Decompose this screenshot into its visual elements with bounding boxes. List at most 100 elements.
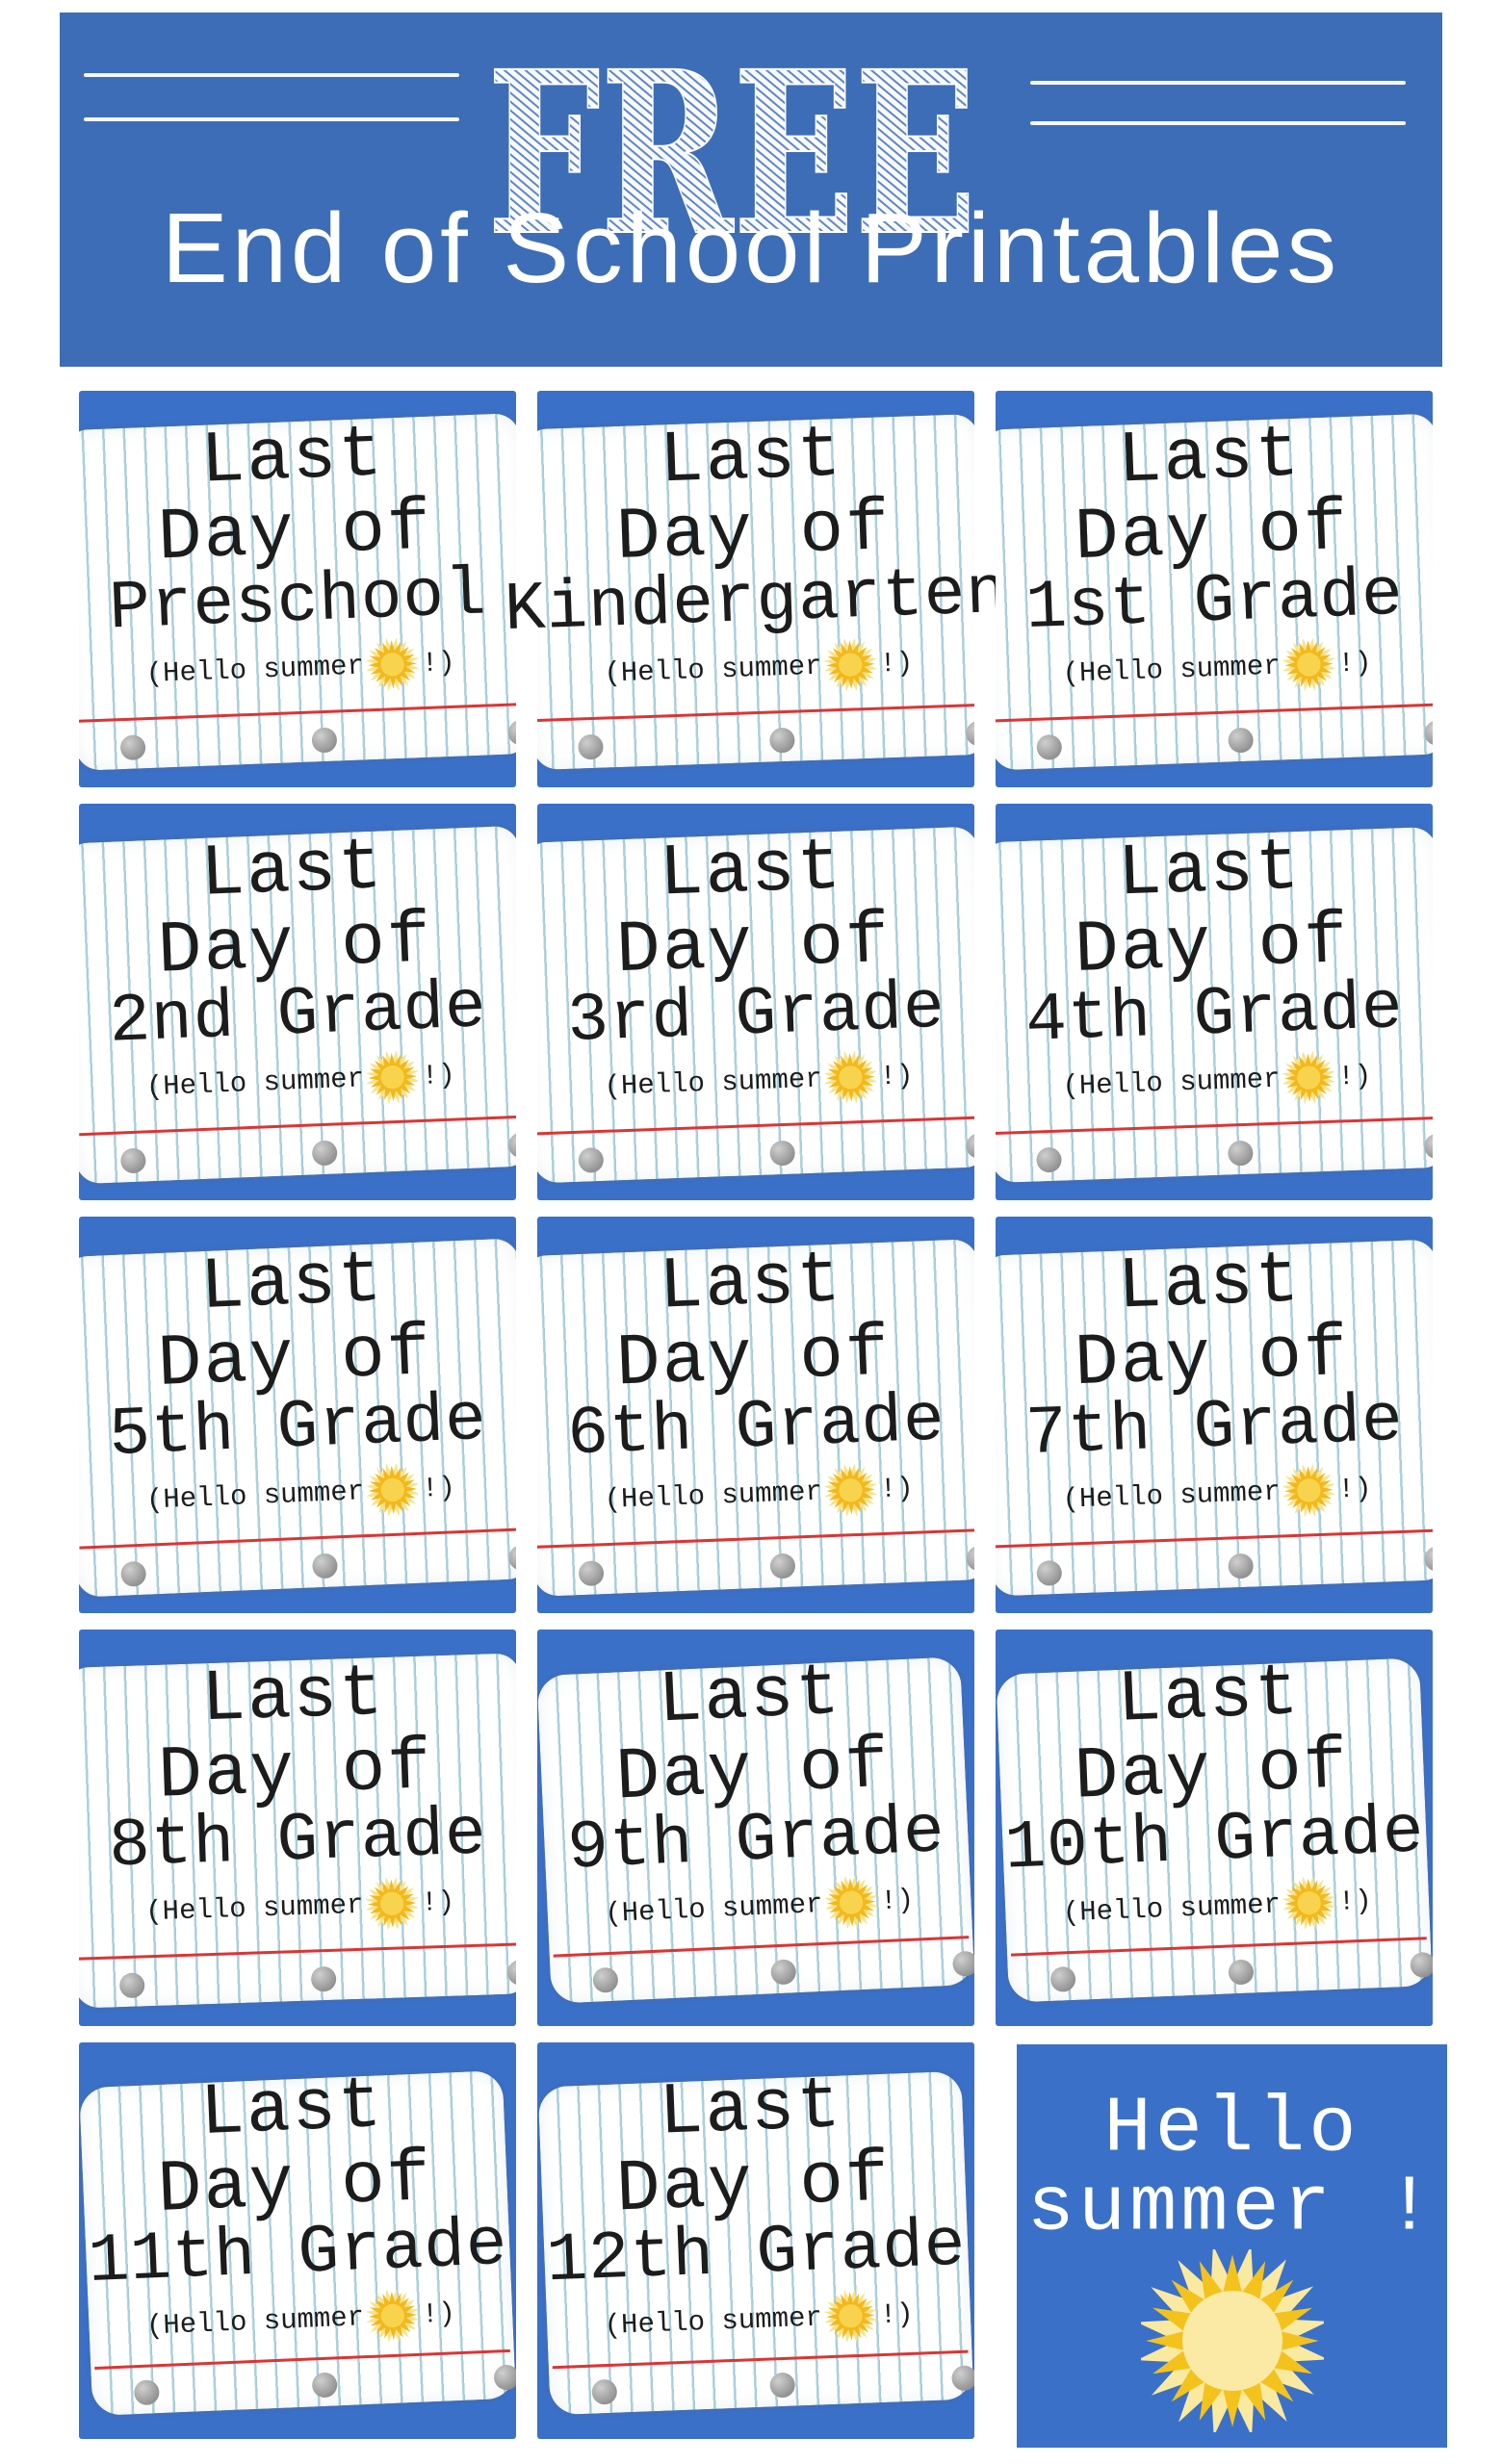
printable-card-12th-grade[interactable]: Last Day of 12th Grade (Hello summer !) <box>537 2042 974 2439</box>
notebook-paper <box>79 413 516 771</box>
punch-hole <box>119 734 146 761</box>
punch-hole <box>1228 1553 1255 1579</box>
notebook-paper <box>537 826 974 1184</box>
printable-card-5th-grade[interactable]: Last Day of 5th Grade (Hello summer !) <box>79 1217 516 1613</box>
punch-hole <box>966 1545 974 1572</box>
card-background <box>537 1217 974 1613</box>
punch-hole <box>578 1146 605 1173</box>
notebook-paper <box>996 413 1433 771</box>
decor-line-right-bottom <box>1030 121 1406 125</box>
punch-hole <box>507 719 516 746</box>
printable-card-3rd-grade[interactable]: Last Day of 3rd Grade (Hello summer !) <box>537 804 974 1200</box>
printable-card-6th-grade[interactable]: Last Day of 6th Grade (Hello summer !) <box>537 1217 974 1613</box>
card-background <box>996 804 1433 1200</box>
printable-card-preschool[interactable]: Last Day of Preschool (Hello summer !) <box>79 391 516 787</box>
margin-line <box>79 1115 516 1137</box>
punch-hole <box>311 2372 338 2399</box>
punch-hole <box>1424 1546 1433 1573</box>
margin-line <box>553 2349 969 2370</box>
notebook-paper <box>996 1239 1433 1597</box>
punch-hole <box>769 1140 796 1167</box>
printable-card-hello-summer[interactable]: Hello summer ! <box>996 2042 1447 2448</box>
notebook-paper <box>79 2069 516 2417</box>
punch-hole <box>1228 1140 1255 1167</box>
margin-line <box>996 703 1433 723</box>
punch-hole <box>1036 1146 1063 1173</box>
punch-hole <box>769 1553 796 1579</box>
notebook-paper <box>537 1656 974 2004</box>
printable-card-7th-grade[interactable]: Last Day of 7th Grade (Hello summer !) <box>996 1217 1433 1613</box>
punch-hole <box>591 2378 618 2405</box>
punch-hole <box>507 1132 516 1159</box>
decor-line-left-bottom <box>84 117 459 121</box>
punch-hole <box>120 1147 147 1174</box>
notebook-paper <box>537 1239 974 1597</box>
punch-hole <box>1228 727 1255 754</box>
printable-card-10th-grade[interactable]: Last Day of 10th Grade (Hello summer !) <box>996 1630 1433 2026</box>
margin-line <box>79 1942 516 1961</box>
punch-hole <box>133 2379 160 2406</box>
free-text: FREE <box>487 22 976 263</box>
margin-line <box>79 1527 516 1550</box>
card-background <box>537 1630 974 2026</box>
margin-line <box>537 1116 974 1136</box>
punch-hole <box>508 1544 516 1571</box>
notebook-paper <box>996 1657 1433 2003</box>
punch-hole <box>312 1140 339 1167</box>
punch-hole <box>1049 1965 1076 1992</box>
notebook-paper <box>537 2070 974 2416</box>
card-background <box>537 391 974 787</box>
punch-hole <box>1410 1951 1433 1978</box>
notebook-paper <box>996 826 1433 1184</box>
sun-icon <box>1140 2248 1324 2432</box>
printable-card-11th-grade[interactable]: Last Day of 11th Grade (Hello summer !) <box>79 2042 516 2439</box>
punch-hole <box>1036 1559 1063 1586</box>
punch-hole <box>1424 1133 1433 1160</box>
printable-card-9th-grade[interactable]: Last Day of 9th Grade (Hello summer !) <box>537 1630 974 2026</box>
punch-hole <box>966 720 974 747</box>
notebook-paper <box>537 413 974 771</box>
hello-summer-card: Hello summer ! <box>1017 2044 1447 2448</box>
punch-hole <box>592 1966 619 1993</box>
punch-hole <box>120 1560 147 1587</box>
card-background <box>79 804 516 1200</box>
punch-hole <box>951 1950 974 1977</box>
margin-line <box>996 1528 1433 1549</box>
hello-summer-line2: summer ! <box>1026 2163 1437 2253</box>
printable-card-8th-grade[interactable]: Last Day of 8th Grade (Hello summer !) <box>79 1630 516 2026</box>
card-background <box>79 2042 516 2439</box>
margin-line <box>554 1935 969 1958</box>
card-background <box>537 2042 974 2439</box>
hello-summer-line1: Hello <box>1103 2084 1360 2174</box>
punch-hole <box>1036 733 1063 760</box>
free-headline: FREE <box>486 21 977 263</box>
decor-line-right-top <box>1030 81 1406 85</box>
margin-line <box>537 1527 974 1549</box>
margin-line <box>1011 1937 1427 1957</box>
card-background <box>996 1630 1433 2026</box>
punch-hole <box>769 727 796 754</box>
notebook-paper <box>79 1238 516 1598</box>
punch-hole <box>119 1972 146 1999</box>
margin-line <box>996 1116 1433 1135</box>
card-background <box>79 391 516 787</box>
punch-hole <box>966 1133 974 1160</box>
punch-hole <box>578 1560 605 1587</box>
punch-hole <box>951 2365 974 2392</box>
printable-card-2nd-grade[interactable]: Last Day of 2nd Grade (Hello summer !) <box>79 804 516 1200</box>
printable-card-kindergarten[interactable]: Last Day of Kindergarten (Hello summer !… <box>504 391 1009 787</box>
printable-card-4th-grade[interactable]: Last Day of 4th Grade (Hello summer !) <box>996 804 1433 1200</box>
punch-hole <box>1228 1959 1255 1986</box>
punch-hole <box>311 727 338 754</box>
punch-hole <box>493 2364 516 2391</box>
printables-grid: Last Day of Preschool (Hello summer !) L… <box>79 391 1447 2448</box>
decor-line-left-top <box>84 73 459 77</box>
notebook-paper <box>79 825 516 1185</box>
margin-line <box>94 2348 510 2370</box>
card-background <box>996 1217 1433 1613</box>
punch-hole <box>312 1553 339 1579</box>
margin-line <box>79 702 516 723</box>
punch-hole <box>769 1959 797 1986</box>
card-background <box>79 1217 516 1613</box>
printable-card-1st-grade[interactable]: Last Day of 1st Grade (Hello summer !) <box>996 391 1433 787</box>
